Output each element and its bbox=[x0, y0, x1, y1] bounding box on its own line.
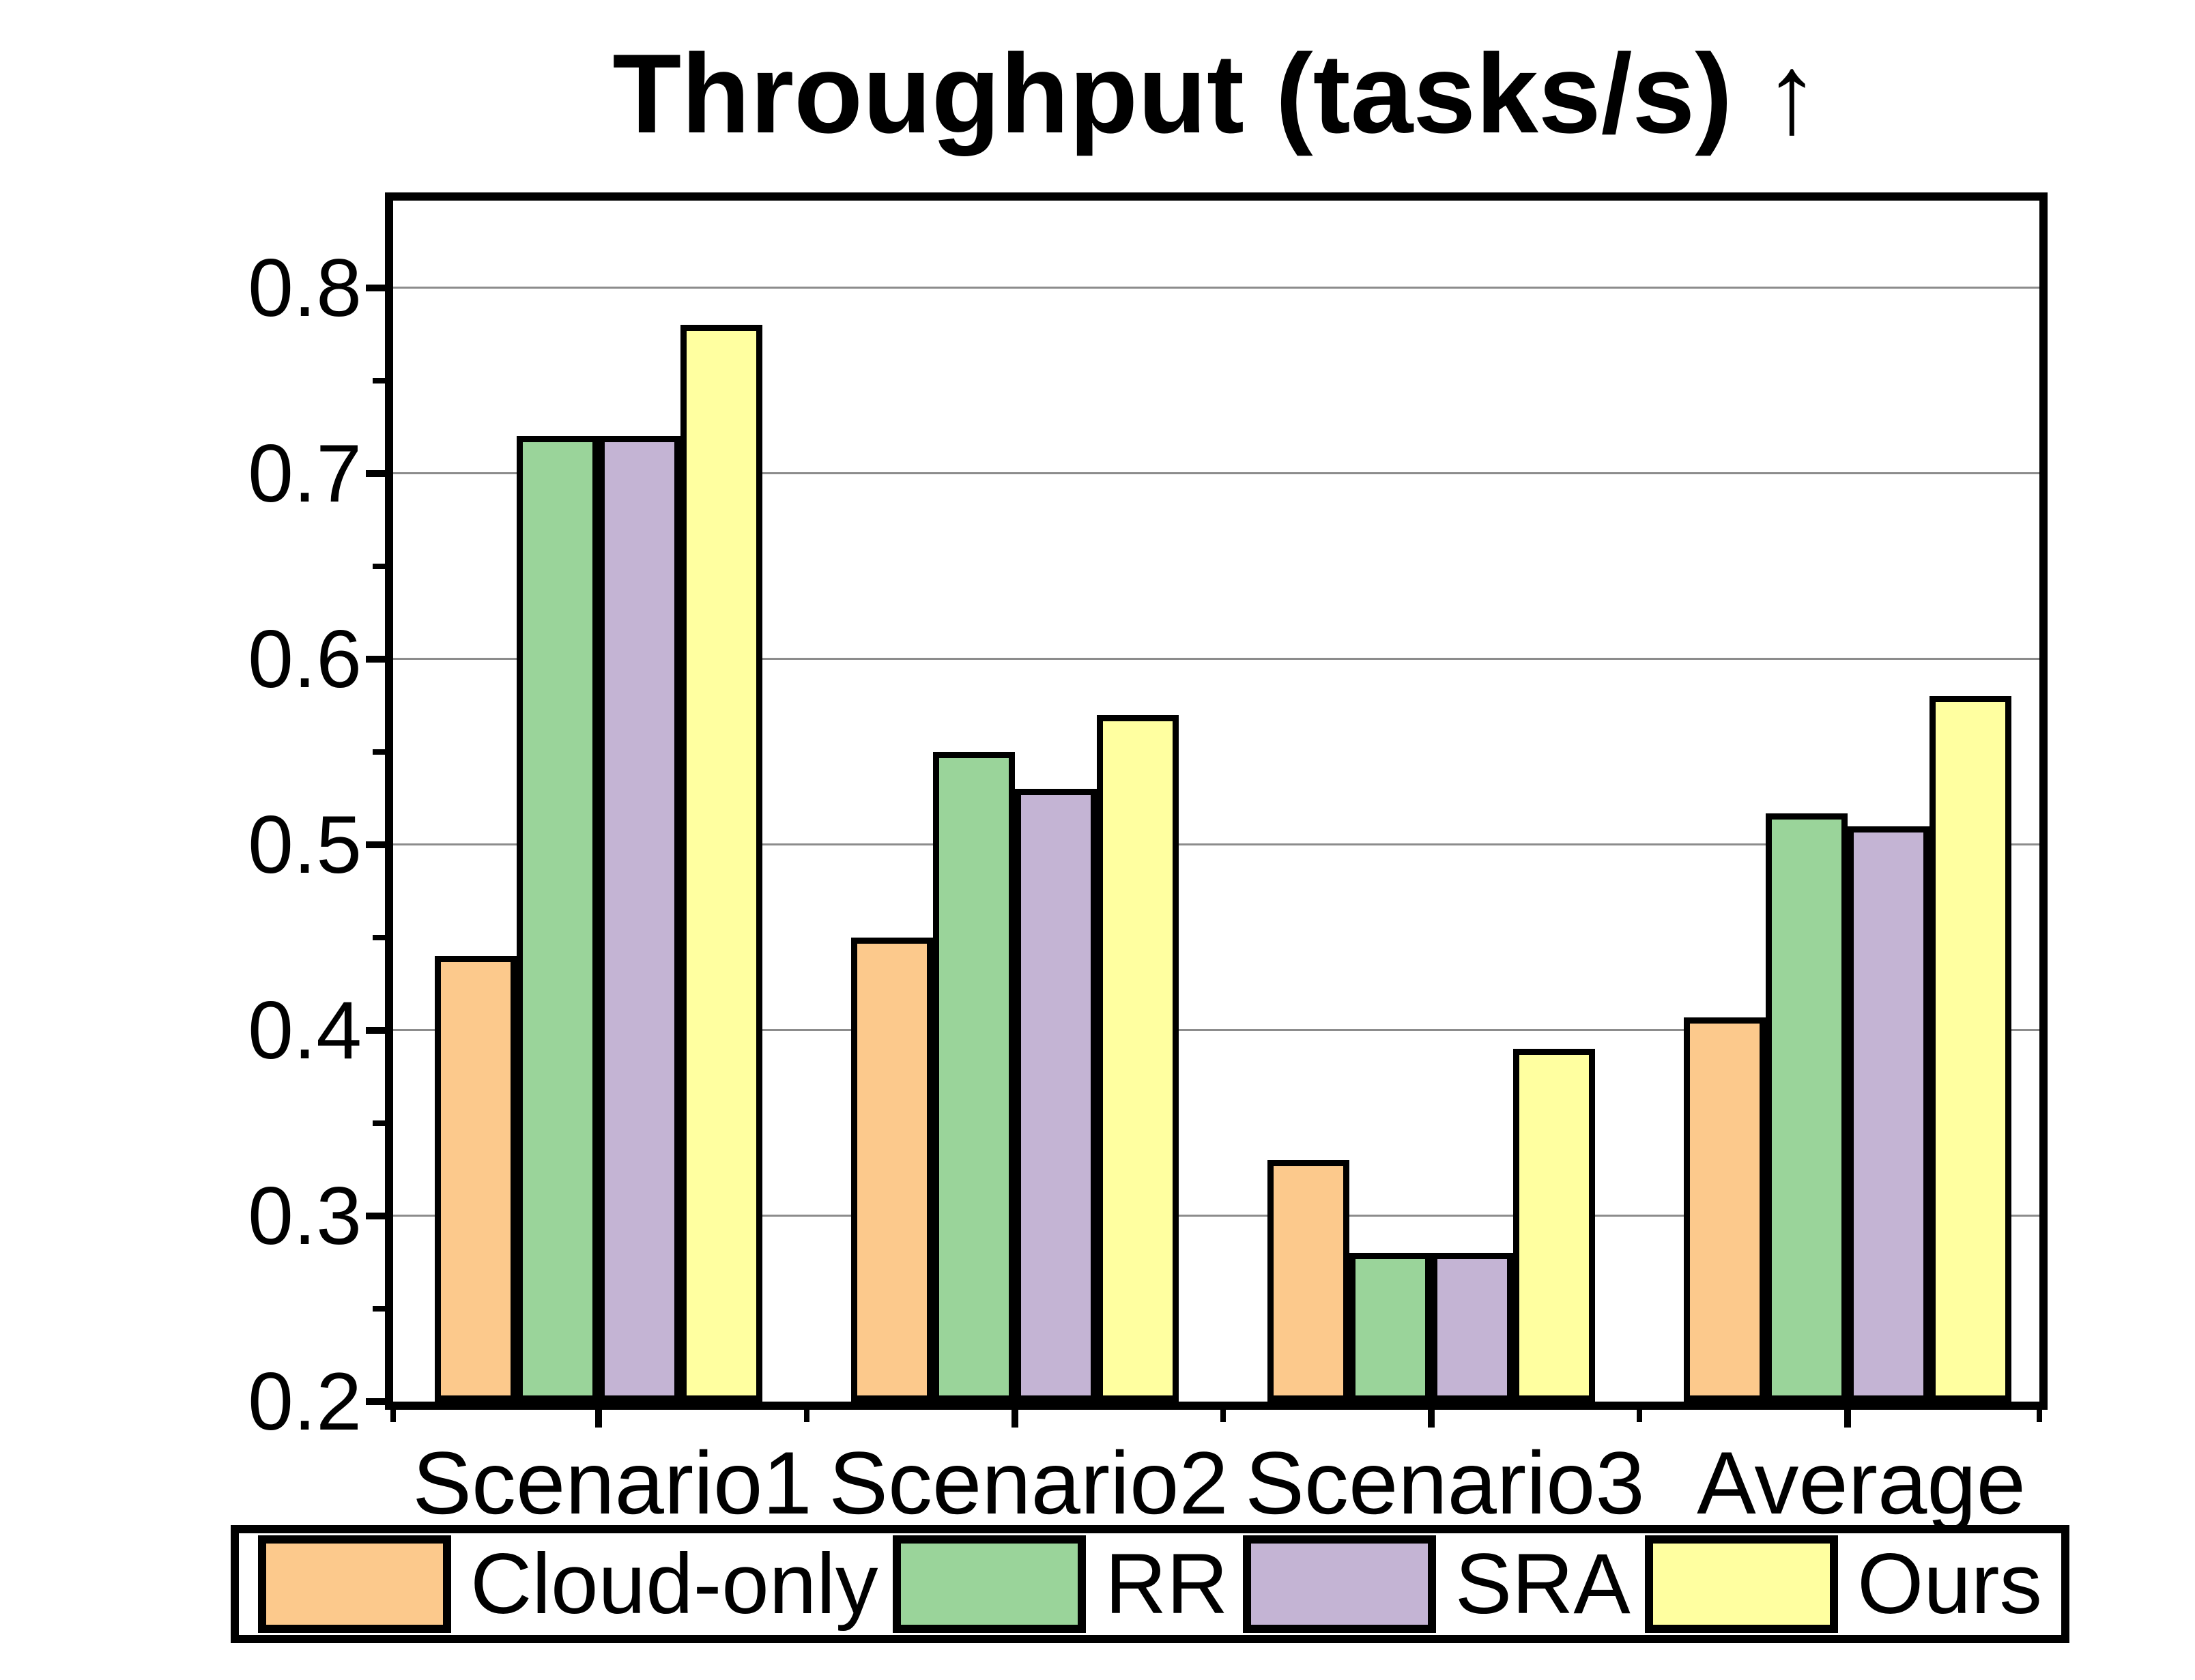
legend-item-rr: RR bbox=[892, 1535, 1229, 1633]
x-label-scenario3: Scenario3 bbox=[1245, 1433, 1645, 1533]
bar-cloud-only-scenario1 bbox=[435, 956, 517, 1402]
y-tick-label-0.5: 0.5 bbox=[248, 798, 362, 890]
x-label-average: Average bbox=[1697, 1433, 2026, 1533]
gridline-0.6 bbox=[393, 658, 2039, 661]
y-tick-0.8 bbox=[366, 284, 385, 291]
x-minor-tick-4 bbox=[1637, 1410, 1642, 1422]
bar-cloud-only-scenario2 bbox=[851, 938, 933, 1402]
bar-rr-scenario2 bbox=[933, 752, 1015, 1402]
x-tick-average bbox=[1844, 1410, 1851, 1428]
y-tick-label-0.8: 0.8 bbox=[248, 242, 362, 334]
bar-ours-scenario3 bbox=[1513, 1049, 1595, 1402]
legend-swatch-rr bbox=[892, 1535, 1086, 1633]
legend-item-ours: Ours bbox=[1645, 1535, 2042, 1633]
y-minor-tick-0.45 bbox=[373, 934, 385, 940]
y-tick-0.3 bbox=[366, 1212, 385, 1219]
x-minor-tick-2 bbox=[804, 1410, 809, 1422]
x-tick-scenario1 bbox=[595, 1410, 602, 1428]
bar-cloud-only-scenario3 bbox=[1267, 1160, 1349, 1402]
gridline-0.8 bbox=[393, 287, 2039, 289]
bar-sra-scenario3 bbox=[1431, 1253, 1513, 1402]
bar-rr-scenario1 bbox=[517, 436, 599, 1402]
y-tick-label-0.2: 0.2 bbox=[248, 1356, 362, 1447]
y-tick-0.6 bbox=[366, 655, 385, 663]
y-minor-tick-0.25 bbox=[373, 1305, 385, 1312]
legend: Cloud-only RR SRA Ours bbox=[231, 1525, 2069, 1643]
y-tick-0.5 bbox=[366, 841, 385, 848]
bar-sra-average bbox=[1848, 826, 1929, 1402]
x-minor-tick-1 bbox=[2037, 1410, 2042, 1422]
legend-label-sra: SRA bbox=[1454, 1537, 1631, 1632]
y-minor-tick-0.75 bbox=[373, 377, 385, 383]
y-tick-0.4 bbox=[366, 1026, 385, 1034]
y-minor-tick-0.65 bbox=[373, 563, 385, 569]
x-minor-tick-0 bbox=[390, 1410, 396, 1422]
y-tick-label-0.3: 0.3 bbox=[248, 1170, 362, 1262]
bar-cloud-only-average bbox=[1684, 1017, 1766, 1402]
legend-label-ours: Ours bbox=[1857, 1537, 2042, 1632]
bar-sra-scenario1 bbox=[599, 436, 680, 1402]
y-minor-tick-0.55 bbox=[373, 749, 385, 755]
x-minor-tick-3 bbox=[1220, 1410, 1226, 1422]
legend-item-sra: SRA bbox=[1242, 1535, 1631, 1633]
chart-title: Throughput (tasks/s) ↑ bbox=[612, 31, 1820, 156]
legend-swatch-cloud-only bbox=[258, 1535, 451, 1633]
legend-swatch-ours bbox=[1645, 1535, 1839, 1633]
gridline-0.5 bbox=[393, 843, 2039, 846]
bar-sra-scenario2 bbox=[1015, 789, 1097, 1402]
x-tick-scenario2 bbox=[1012, 1410, 1018, 1428]
x-label-scenario2: Scenario2 bbox=[829, 1433, 1229, 1533]
x-label-scenario1: Scenario1 bbox=[412, 1433, 812, 1533]
y-tick-label-0.6: 0.6 bbox=[248, 613, 362, 705]
legend-label-cloud-only: Cloud-only bbox=[470, 1537, 878, 1632]
legend-swatch-sra bbox=[1242, 1535, 1436, 1633]
bar-rr-scenario3 bbox=[1349, 1253, 1431, 1402]
bar-rr-average bbox=[1766, 813, 1848, 1402]
gridline-0.4 bbox=[393, 1029, 2039, 1032]
y-minor-tick-0.35 bbox=[373, 1120, 385, 1126]
gridline-0.3 bbox=[393, 1215, 2039, 1217]
y-tick-0.2 bbox=[366, 1398, 385, 1405]
legend-label-rr: RR bbox=[1104, 1537, 1229, 1632]
y-tick-label-0.4: 0.4 bbox=[248, 984, 362, 1076]
y-tick-label-0.7: 0.7 bbox=[248, 427, 362, 519]
x-tick-scenario3 bbox=[1428, 1410, 1435, 1428]
plot-area bbox=[385, 192, 2048, 1410]
bar-ours-scenario1 bbox=[680, 325, 762, 1402]
plot-inner bbox=[393, 201, 2039, 1402]
bar-ours-average bbox=[1929, 696, 2011, 1402]
bar-ours-scenario2 bbox=[1097, 715, 1179, 1402]
y-tick-0.7 bbox=[366, 469, 385, 477]
legend-item-cloud-only: Cloud-only bbox=[258, 1535, 878, 1633]
gridline-0.7 bbox=[393, 472, 2039, 475]
